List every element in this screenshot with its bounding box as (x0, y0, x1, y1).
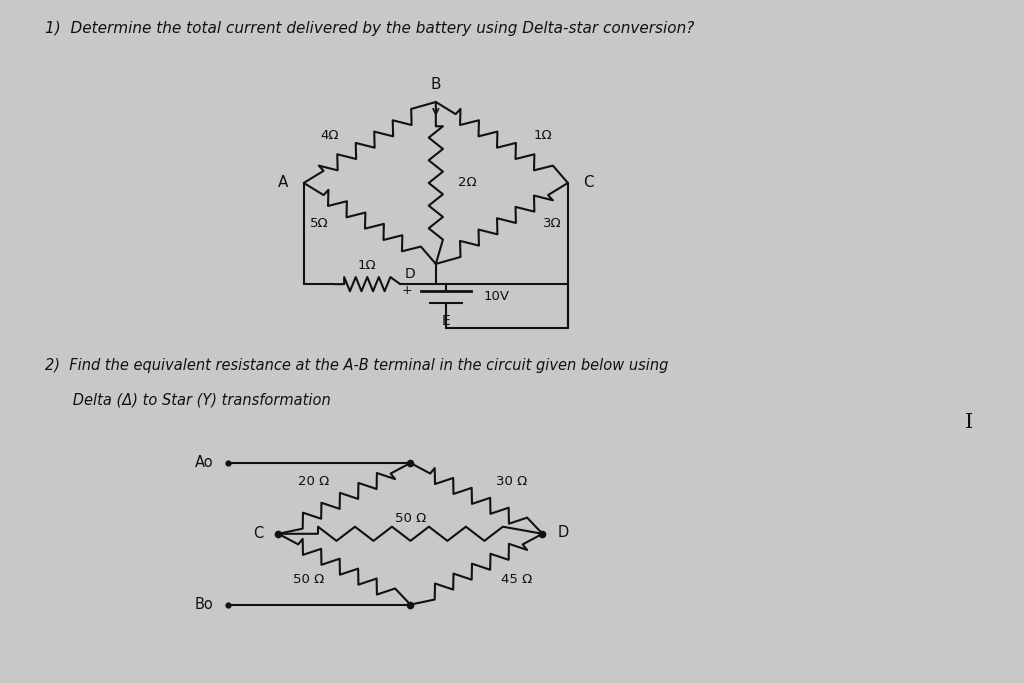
Text: +: + (401, 284, 413, 297)
Text: 20 Ω: 20 Ω (298, 475, 330, 488)
Text: D: D (558, 525, 569, 540)
Text: 45 Ω: 45 Ω (502, 573, 532, 586)
Text: C: C (583, 176, 594, 191)
Text: Ao: Ao (195, 456, 213, 471)
Text: 30 Ω: 30 Ω (497, 475, 527, 488)
Text: Delta (Δ) to Star (Y) transformation: Delta (Δ) to Star (Y) transformation (45, 392, 331, 407)
Text: C: C (253, 527, 263, 542)
Text: 50 Ω: 50 Ω (293, 573, 325, 586)
Text: I: I (965, 413, 973, 432)
Text: B: B (430, 77, 441, 92)
Text: 1Ω: 1Ω (358, 259, 377, 272)
Text: D: D (404, 267, 416, 281)
Text: 1)  Determine the total current delivered by the battery using Delta-star conver: 1) Determine the total current delivered… (45, 21, 694, 36)
Text: 5Ω: 5Ω (309, 217, 329, 230)
Text: 2)  Find the equivalent resistance at the A-B terminal in the circuit given belo: 2) Find the equivalent resistance at the… (45, 359, 669, 374)
Text: A: A (279, 176, 289, 191)
Text: 2Ω: 2Ω (458, 176, 477, 189)
Text: 10V: 10V (483, 290, 510, 303)
Text: E: E (441, 314, 451, 328)
Text: 50 Ω: 50 Ω (395, 512, 426, 525)
Text: 1Ω: 1Ω (534, 129, 552, 142)
Text: Bo: Bo (195, 597, 213, 612)
Text: 4Ω: 4Ω (319, 129, 338, 142)
Text: 3Ω: 3Ω (544, 217, 562, 230)
